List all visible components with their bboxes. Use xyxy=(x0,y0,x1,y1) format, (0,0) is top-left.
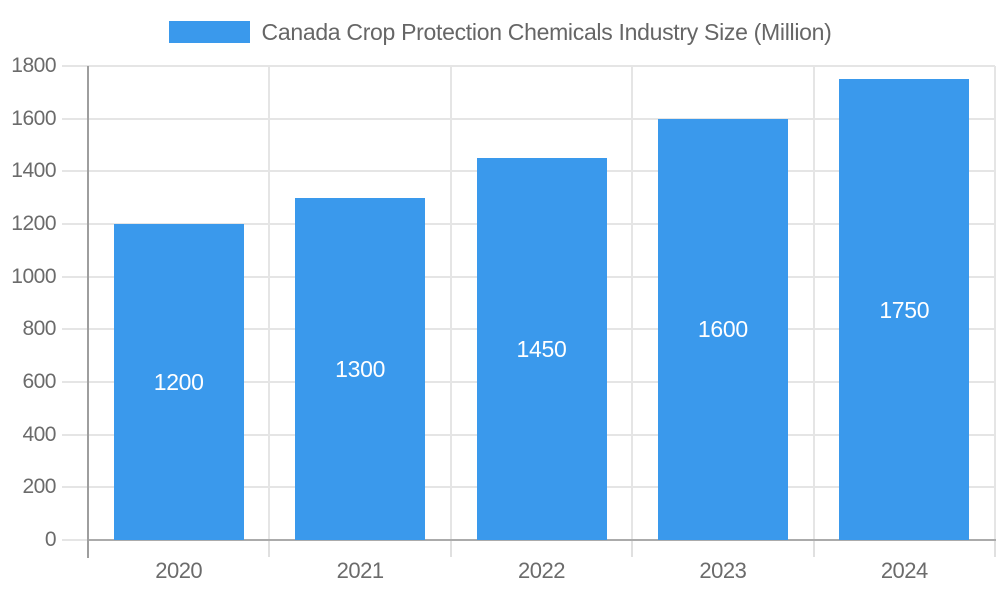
bar[interactable]: 1300 xyxy=(295,197,426,540)
gridline-vertical xyxy=(994,66,996,540)
x-axis-tick xyxy=(449,540,452,557)
bar[interactable]: 1600 xyxy=(657,118,788,540)
x-axis-tick xyxy=(994,540,996,557)
bar-value-label: 1600 xyxy=(697,316,748,343)
gridline-vertical xyxy=(449,66,452,540)
plot-area: 0 200 400 600 800 1000 1200 1400 1600 1800 1200 202… xyxy=(11,54,996,583)
y-axis-tick xyxy=(62,433,88,436)
y-tick-label: 600 xyxy=(22,370,56,393)
bar-value-label: 1750 xyxy=(879,296,930,323)
gridline-vertical xyxy=(268,66,271,540)
gridline-horizontal xyxy=(88,65,995,67)
gridline-vertical xyxy=(631,66,634,540)
bar[interactable]: 1450 xyxy=(476,158,607,540)
y-axis-line xyxy=(87,66,89,558)
y-tick-label: 1200 xyxy=(11,212,56,235)
y-axis-tick xyxy=(62,328,88,331)
y-axis-tick xyxy=(62,170,88,173)
x-axis-tick xyxy=(812,540,815,557)
y-tick-label: 800 xyxy=(22,317,56,341)
y-axis-tick xyxy=(62,381,88,383)
x-tick-label: 2024 xyxy=(880,558,928,583)
bar[interactable]: 1750 xyxy=(839,79,970,540)
x-axis-tick xyxy=(268,540,271,557)
y-axis-tick xyxy=(62,539,88,541)
x-axis-tick xyxy=(631,540,634,557)
bar[interactable]: 1200 xyxy=(113,224,244,540)
y-tick-label: 200 xyxy=(22,475,56,499)
gridline-vertical xyxy=(812,66,815,540)
y-axis-tick xyxy=(62,275,88,278)
x-tick-label: 2022 xyxy=(518,558,565,583)
legend-label: Canada Crop Protection Chemicals Industr… xyxy=(261,19,832,45)
y-tick-label: 1800 xyxy=(11,54,56,77)
y-axis-tick xyxy=(62,65,88,67)
x-tick-label: 2021 xyxy=(336,558,384,583)
y-axis-tick xyxy=(62,223,88,225)
y-axis-tick xyxy=(62,486,88,489)
y-tick-label: 0 xyxy=(44,528,57,551)
x-tick-label: 2020 xyxy=(155,558,203,583)
x-tick-label: 2023 xyxy=(699,558,747,583)
legend[interactable]: Canada Crop Protection Chemicals Industr… xyxy=(0,19,1000,45)
bar-value-label: 1200 xyxy=(153,369,204,395)
legend-swatch-icon xyxy=(168,21,250,43)
y-tick-label: 1000 xyxy=(11,264,56,288)
y-tick-label: 1400 xyxy=(11,159,56,183)
gridline-horizontal xyxy=(88,117,995,120)
y-tick-label: 400 xyxy=(22,422,56,446)
y-axis-tick xyxy=(62,117,88,120)
bar-value-label: 1450 xyxy=(516,336,567,363)
bar-value-label: 1300 xyxy=(335,355,386,382)
x-axis-line xyxy=(87,539,996,541)
y-tick-label: 1600 xyxy=(11,106,56,130)
